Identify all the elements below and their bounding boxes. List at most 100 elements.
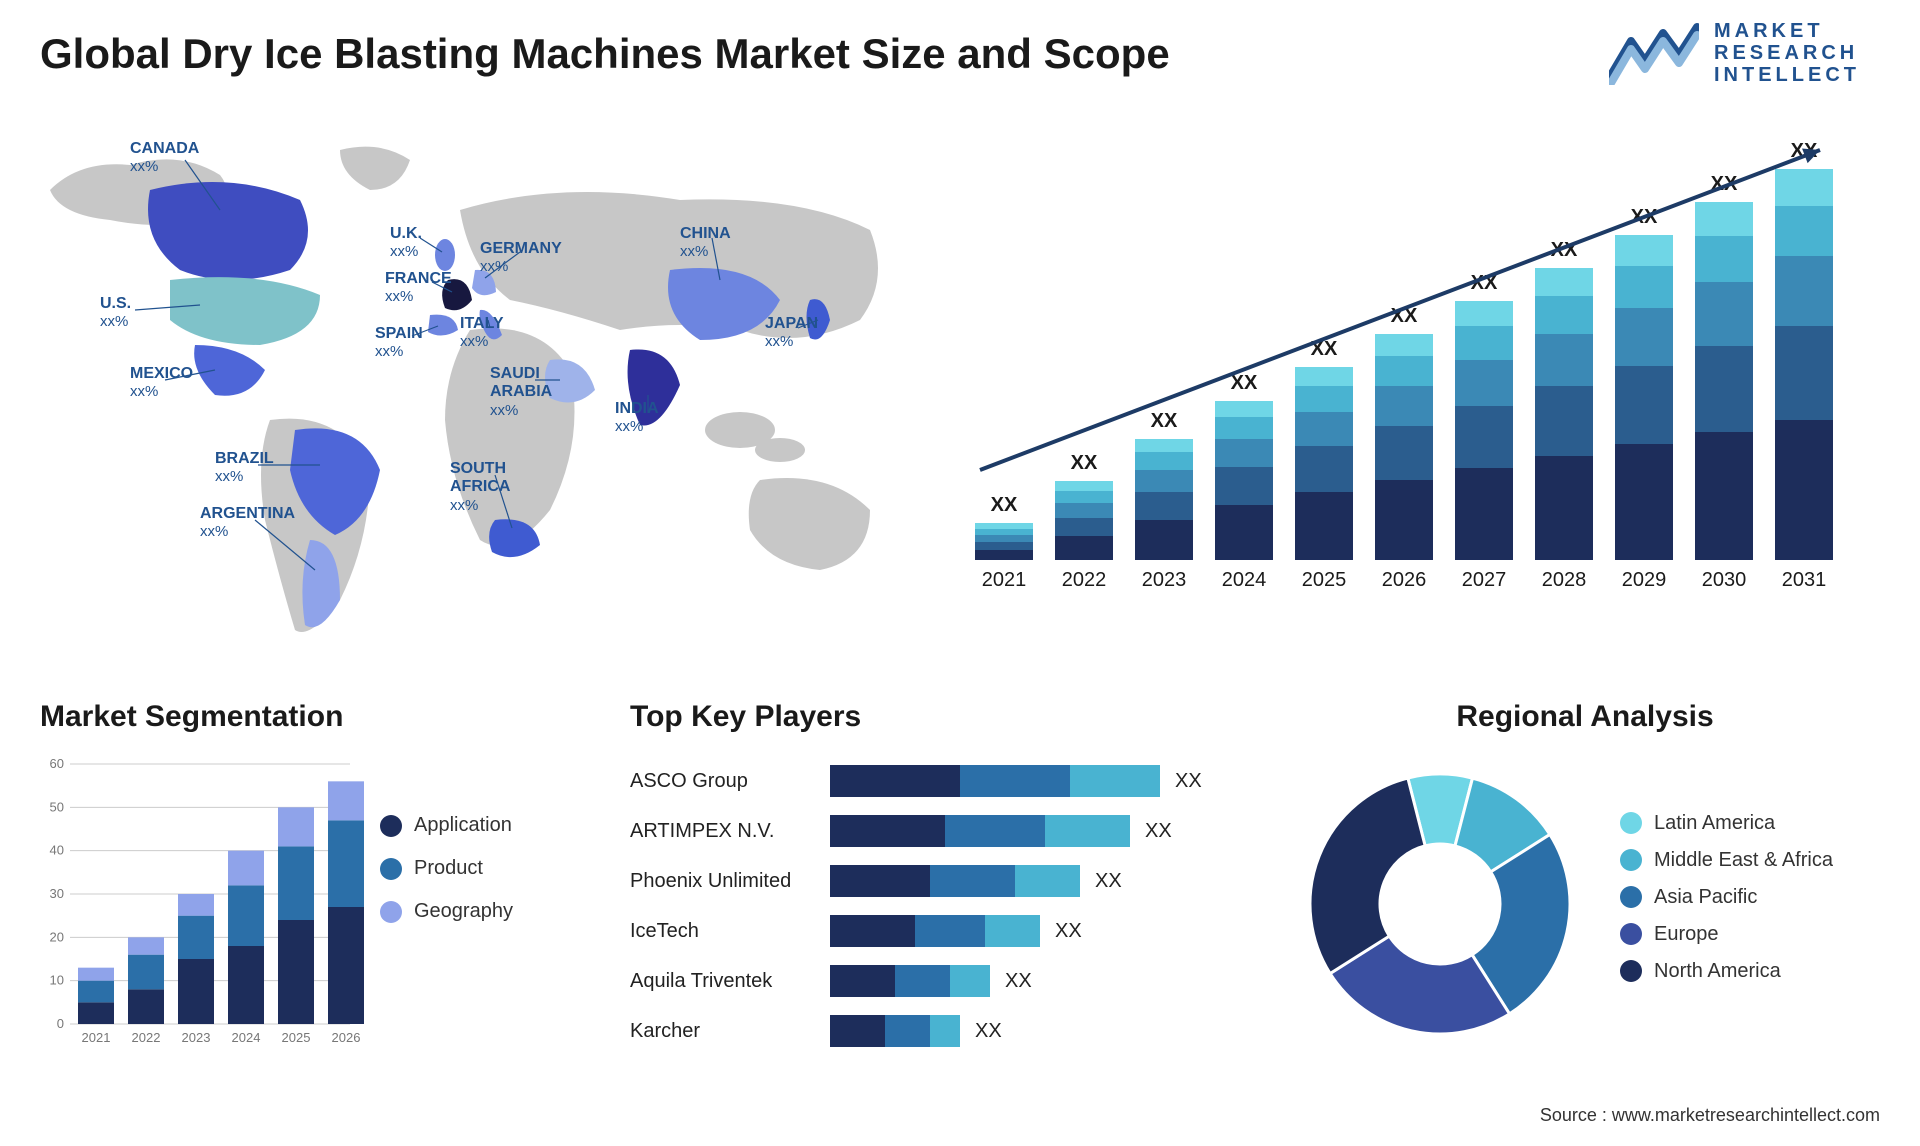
country-label: SAUDI ARABIAxx% bbox=[490, 365, 560, 419]
seg-bar-segment bbox=[328, 907, 364, 1024]
legend-label: Latin America bbox=[1654, 812, 1775, 835]
growth-bar-segment bbox=[1535, 386, 1593, 456]
legend-swatch-icon bbox=[380, 815, 402, 837]
growth-bar-segment bbox=[1615, 266, 1673, 308]
player-value: XX bbox=[975, 1020, 1002, 1043]
player-name: Phoenix Unlimited bbox=[630, 870, 830, 893]
svg-text:0: 0 bbox=[57, 1016, 64, 1031]
growth-bar-segment bbox=[1055, 491, 1113, 503]
player-bar-segment bbox=[960, 765, 1070, 797]
country-label: SOUTH AFRICAxx% bbox=[450, 460, 520, 514]
growth-bar-segment bbox=[1695, 236, 1753, 282]
seg-bar-segment bbox=[78, 1002, 114, 1024]
legend-swatch-icon bbox=[380, 901, 402, 923]
country-label: U.S.xx% bbox=[100, 295, 131, 331]
growth-bar-segment bbox=[1455, 326, 1513, 360]
growth-year-label: 2027 bbox=[1462, 569, 1507, 591]
growth-bar-segment bbox=[1055, 536, 1113, 560]
growth-bar-segment bbox=[1135, 492, 1193, 520]
growth-bar-segment bbox=[1695, 282, 1753, 346]
seg-bar-segment bbox=[228, 851, 264, 886]
growth-bar-value: XX bbox=[1151, 410, 1178, 432]
player-bar-segment bbox=[885, 1015, 930, 1047]
player-value: XX bbox=[1055, 920, 1082, 943]
growth-bar-segment bbox=[1535, 456, 1593, 560]
growth-bar-segment bbox=[1535, 334, 1593, 386]
player-value: XX bbox=[1145, 820, 1172, 843]
svg-text:50: 50 bbox=[50, 799, 64, 814]
growth-bar-segment bbox=[1375, 426, 1433, 480]
growth-year-label: 2022 bbox=[1062, 569, 1107, 591]
seg-bar-segment bbox=[228, 946, 264, 1024]
svg-text:20: 20 bbox=[50, 929, 64, 944]
legend-swatch-icon bbox=[1620, 923, 1642, 945]
top-players-title: Top Key Players bbox=[630, 700, 1250, 734]
seg-bar-segment bbox=[178, 959, 214, 1024]
regional-section: Regional Analysis Latin AmericaMiddle Ea… bbox=[1290, 700, 1880, 1054]
player-row: Karcher XX bbox=[630, 1009, 1250, 1053]
legend-item: North America bbox=[1620, 960, 1833, 983]
growth-bar-segment bbox=[1775, 206, 1833, 256]
legend-label: Europe bbox=[1654, 923, 1719, 946]
world-map-section: CANADAxx%U.S.xx%MEXICOxx%BRAZILxx%ARGENT… bbox=[40, 120, 920, 660]
growth-bar-segment bbox=[1615, 366, 1673, 444]
growth-bar-segment bbox=[1695, 432, 1753, 560]
growth-bar-segment bbox=[1615, 444, 1673, 560]
legend-swatch-icon bbox=[1620, 960, 1642, 982]
player-bar: XX bbox=[830, 915, 1250, 947]
player-bar-segment bbox=[985, 915, 1040, 947]
svg-text:60: 60 bbox=[50, 756, 64, 771]
growth-bar-segment bbox=[1375, 334, 1433, 356]
growth-bar-value: XX bbox=[1071, 452, 1098, 474]
legend-label: North America bbox=[1654, 960, 1781, 983]
seg-bar-segment bbox=[128, 937, 164, 954]
growth-bar-segment bbox=[1215, 417, 1273, 439]
player-name: Aquila Triventek bbox=[630, 970, 830, 993]
svg-text:2021: 2021 bbox=[82, 1030, 111, 1045]
player-name: Karcher bbox=[630, 1020, 830, 1043]
market-segmentation-section: Market Segmentation 01020304050602021202… bbox=[40, 700, 600, 1059]
growth-bar-segment bbox=[1295, 386, 1353, 412]
seg-bar-segment bbox=[178, 894, 214, 916]
growth-year-label: 2024 bbox=[1222, 569, 1267, 591]
growth-bar-segment bbox=[1615, 308, 1673, 366]
country-label: FRANCExx% bbox=[385, 270, 452, 306]
growth-bar-segment bbox=[975, 535, 1033, 542]
country-label: ITALYxx% bbox=[460, 315, 504, 351]
player-bar-segment bbox=[1070, 765, 1160, 797]
player-bar-segment bbox=[1015, 865, 1080, 897]
growth-bar-segment bbox=[975, 550, 1033, 560]
player-bar: XX bbox=[830, 965, 1250, 997]
logo-text: MARKET RESEARCH INTELLECT bbox=[1714, 20, 1860, 86]
page-title: Global Dry Ice Blasting Machines Market … bbox=[40, 30, 1170, 78]
legend-item: Geography bbox=[380, 900, 513, 923]
player-bar-segment bbox=[830, 815, 945, 847]
country-label: U.K.xx% bbox=[390, 225, 422, 261]
top-players-section: Top Key Players ASCO GroupXX ARTIMPEX N.V… bbox=[630, 700, 1250, 1059]
player-bar-segment bbox=[930, 865, 1015, 897]
legend-label: Asia Pacific bbox=[1654, 886, 1757, 909]
legend-item: Asia Pacific bbox=[1620, 886, 1833, 909]
seg-bar-segment bbox=[178, 916, 214, 959]
player-bar-segment bbox=[830, 865, 930, 897]
player-row: ASCO GroupXX bbox=[630, 759, 1250, 803]
growth-bar-segment bbox=[1295, 412, 1353, 446]
svg-text:40: 40 bbox=[50, 843, 64, 858]
player-bar: XX bbox=[830, 765, 1250, 797]
player-row: IceTechXX bbox=[630, 909, 1250, 953]
seg-bar-segment bbox=[328, 781, 364, 820]
svg-text:2025: 2025 bbox=[282, 1030, 311, 1045]
growth-year-label: 2028 bbox=[1542, 569, 1587, 591]
country-label: CHINAxx% bbox=[680, 225, 731, 261]
player-row: ARTIMPEX N.V. XX bbox=[630, 809, 1250, 853]
legend-label: Geography bbox=[414, 900, 513, 923]
growth-bar-segment bbox=[1215, 505, 1273, 560]
player-name: ARTIMPEX N.V. bbox=[630, 820, 830, 843]
growth-year-label: 2026 bbox=[1382, 569, 1427, 591]
seg-bar-segment bbox=[278, 920, 314, 1024]
growth-year-label: 2031 bbox=[1782, 569, 1827, 591]
seg-bar-segment bbox=[78, 981, 114, 1003]
growth-bar-segment bbox=[1135, 452, 1193, 470]
growth-year-label: 2029 bbox=[1622, 569, 1667, 591]
growth-bar-segment bbox=[1375, 480, 1433, 560]
